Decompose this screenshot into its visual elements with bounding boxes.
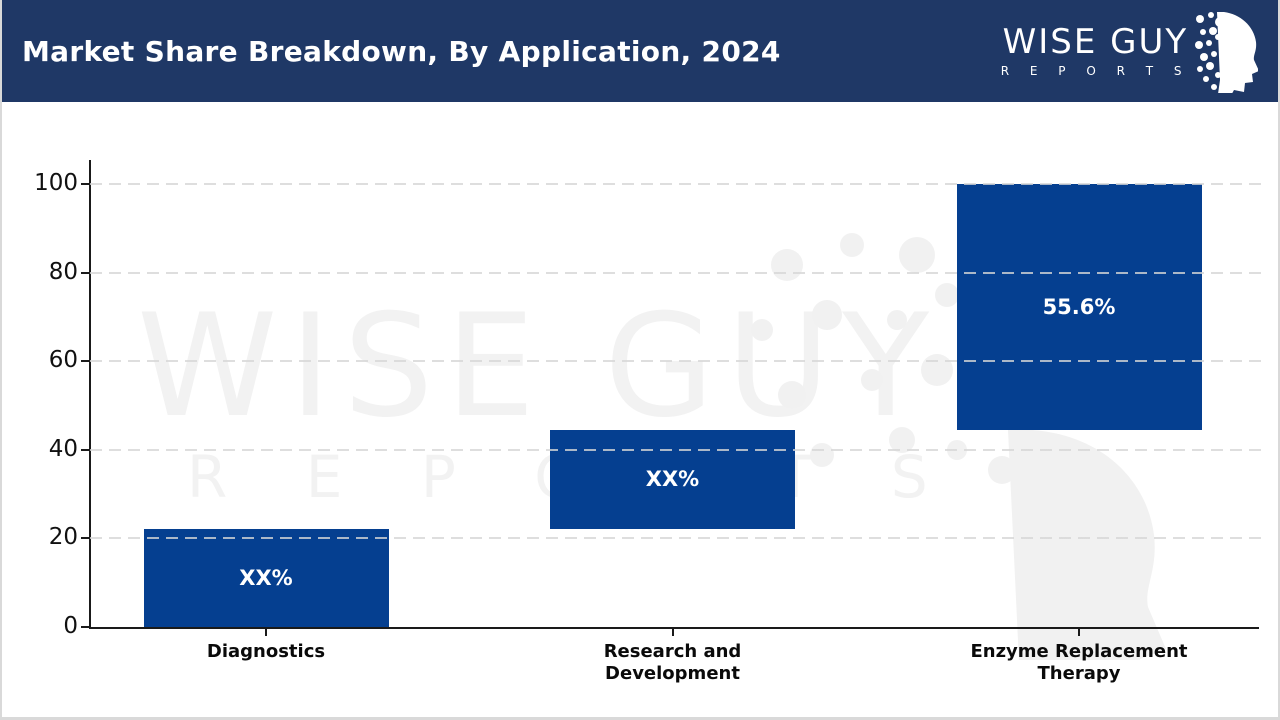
watermark-face-art bbox=[751, 233, 1166, 660]
x-category-label-2: Enzyme Replacement Therapy bbox=[970, 641, 1188, 684]
y-tick-mark-60 bbox=[81, 360, 90, 363]
bar-0: XX% bbox=[143, 528, 389, 627]
brand-name: WISE GUY bbox=[1002, 21, 1189, 62]
gridline-100 bbox=[90, 183, 1264, 185]
brand-logo-text: WISE GUY R E P O R T S bbox=[1001, 25, 1190, 78]
bar-value-label-2: 55.6% bbox=[1042, 295, 1116, 320]
x-category-label-1: Research and Development bbox=[603, 641, 742, 684]
header-bar: Market Share Breakdown, By Application, … bbox=[2, 0, 1278, 102]
gridline-40 bbox=[90, 448, 1264, 451]
bar-2: 55.6% bbox=[956, 184, 1202, 431]
y-tick-label-0: 0 bbox=[63, 613, 78, 639]
y-tick-mark-80 bbox=[81, 271, 90, 274]
page-title: Market Share Breakdown, By Application, … bbox=[22, 34, 781, 68]
brand-logo: WISE GUY R E P O R T S bbox=[1001, 9, 1258, 93]
y-tick-mark-0 bbox=[81, 626, 90, 628]
y-tick-label-60: 60 bbox=[48, 347, 78, 374]
gridline-20 bbox=[90, 537, 1264, 540]
y-tick-mark-20 bbox=[81, 537, 90, 540]
x-category-label-0: Diagnostics bbox=[206, 641, 326, 662]
y-tick-mark-40 bbox=[81, 448, 90, 451]
x-tick-mark-1 bbox=[671, 629, 674, 636]
gridline-60 bbox=[90, 360, 1264, 363]
x-tick-mark-2 bbox=[1078, 629, 1080, 636]
x-axis bbox=[89, 627, 1259, 629]
face-profile-icon bbox=[1195, 12, 1258, 93]
y-axis bbox=[89, 160, 91, 629]
y-tick-label-40: 40 bbox=[48, 435, 78, 462]
bar-value-label-0: XX% bbox=[239, 565, 293, 590]
y-tick-label-20: 20 bbox=[48, 524, 78, 551]
watermark-text-primary: WISE GUY bbox=[137, 284, 941, 449]
y-tick-label-100: 100 bbox=[34, 170, 78, 196]
bar-value-label-1: XX% bbox=[645, 467, 700, 492]
y-tick-label-80: 80 bbox=[48, 258, 78, 285]
x-tick-mark-0 bbox=[265, 629, 267, 636]
y-tick-mark-100 bbox=[81, 183, 90, 185]
gridline-80 bbox=[90, 271, 1264, 274]
bar-1: XX% bbox=[550, 430, 795, 529]
brand-subtitle: R E P O R T S bbox=[1000, 63, 1190, 78]
